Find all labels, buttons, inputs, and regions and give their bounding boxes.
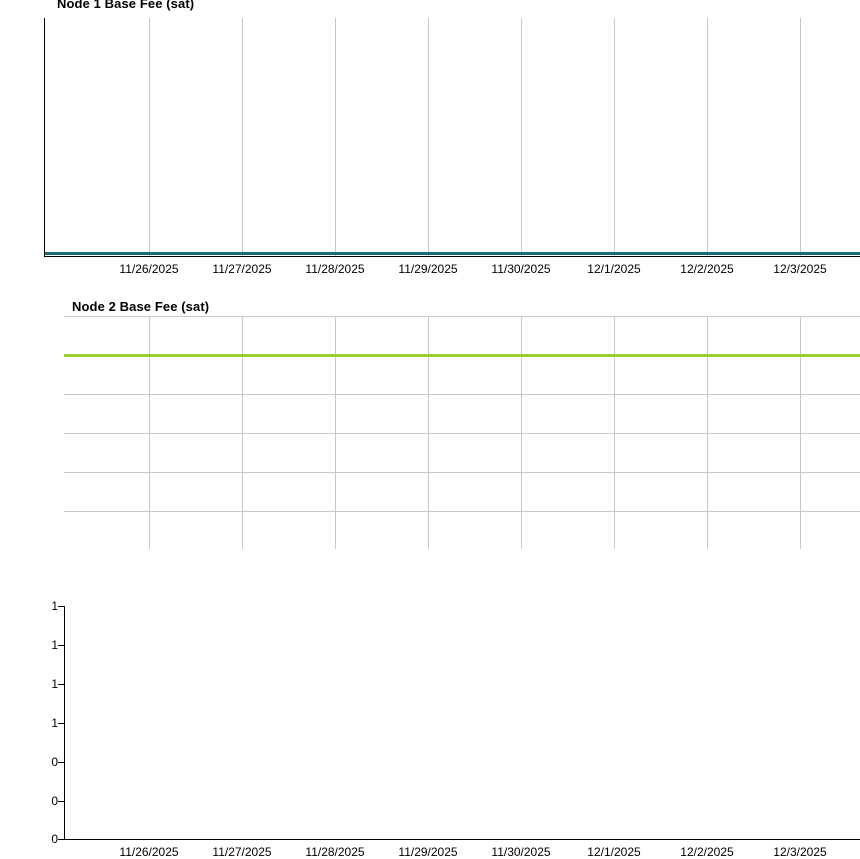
y-axis-line-node-1 [44, 18, 45, 257]
y-tick-mark [58, 645, 64, 646]
gridline-vertical [149, 18, 150, 256]
y-tick-label: 0 [51, 832, 58, 846]
gridline-vertical [242, 18, 243, 256]
y-tick-mark [58, 762, 64, 763]
plot-area-node-2 [64, 316, 860, 549]
x-tick-label: 11/29/2025 [398, 845, 458, 859]
x-tick-label: 12/1/2025 [587, 262, 641, 276]
y-tick-label: 0 [51, 755, 58, 769]
x-tick-label: 11/26/2025 [119, 845, 179, 859]
x-tick-label: 12/3/2025 [773, 845, 827, 859]
y-tick-mark [58, 801, 64, 802]
gridline-vertical [707, 316, 708, 549]
gridline-vertical [335, 316, 336, 549]
x-tick-label: 12/2/2025 [680, 262, 734, 276]
x-tick-label: 12/3/2025 [773, 262, 827, 276]
gridline-horizontal [64, 511, 860, 512]
chart-node-1-base-fee: Node 1 Base Fee (sat) 11/26/2025 11/27/2… [0, 0, 860, 290]
chart-title-node-2: Node 2 Base Fee (sat) [72, 299, 210, 314]
y-tick-label: 1 [51, 677, 58, 691]
x-tick-label: 11/28/2025 [305, 262, 365, 276]
x-tick-label: 11/30/2025 [491, 262, 551, 276]
series-line-node-2 [64, 354, 860, 357]
y-tick-label: 1 [51, 638, 58, 652]
y-tick-mark [58, 684, 64, 685]
x-axis-line-node-2 [64, 839, 860, 840]
y-tick-mark [58, 839, 64, 840]
x-tick-label: 12/2/2025 [680, 845, 734, 859]
y-axis-line-node-2 [64, 606, 65, 840]
gridline-vertical [800, 18, 801, 256]
gridline-horizontal [64, 433, 860, 434]
gridline-vertical [428, 316, 429, 549]
series-line-node-1 [44, 252, 860, 255]
gridline-vertical [800, 316, 801, 549]
gridline-vertical [614, 316, 615, 549]
gridline-vertical [149, 316, 150, 549]
y-tick-mark [58, 606, 64, 607]
gridline-vertical [707, 18, 708, 256]
x-tick-label: 11/26/2025 [119, 262, 179, 276]
chart-title-node-1: Node 1 Base Fee (sat) [57, 0, 195, 11]
x-tick-label: 11/29/2025 [398, 262, 458, 276]
gridline-horizontal [64, 472, 860, 473]
gridline-vertical [521, 316, 522, 549]
plot-area-node-1 [44, 18, 860, 256]
y-tick-mark [58, 723, 64, 724]
x-tick-label: 11/27/2025 [212, 845, 272, 859]
chart-node-2-base-fee: Node 2 Base Fee (sat) 1 1 1 1 0 0 0 11/2… [0, 290, 860, 859]
gridline-vertical [335, 18, 336, 256]
y-tick-label: 1 [51, 716, 58, 730]
x-tick-label: 11/28/2025 [305, 845, 365, 859]
x-axis-line-node-1 [44, 256, 860, 257]
x-tick-label: 12/1/2025 [587, 845, 641, 859]
y-tick-label: 1 [51, 599, 58, 613]
y-tick-label: 0 [51, 794, 58, 808]
gridline-horizontal [64, 316, 860, 317]
x-tick-label: 11/30/2025 [491, 845, 551, 859]
x-tick-label: 11/27/2025 [212, 262, 272, 276]
gridline-vertical [521, 18, 522, 256]
gridline-vertical [614, 18, 615, 256]
gridline-vertical [428, 18, 429, 256]
gridline-vertical [242, 316, 243, 549]
gridline-horizontal [64, 394, 860, 395]
